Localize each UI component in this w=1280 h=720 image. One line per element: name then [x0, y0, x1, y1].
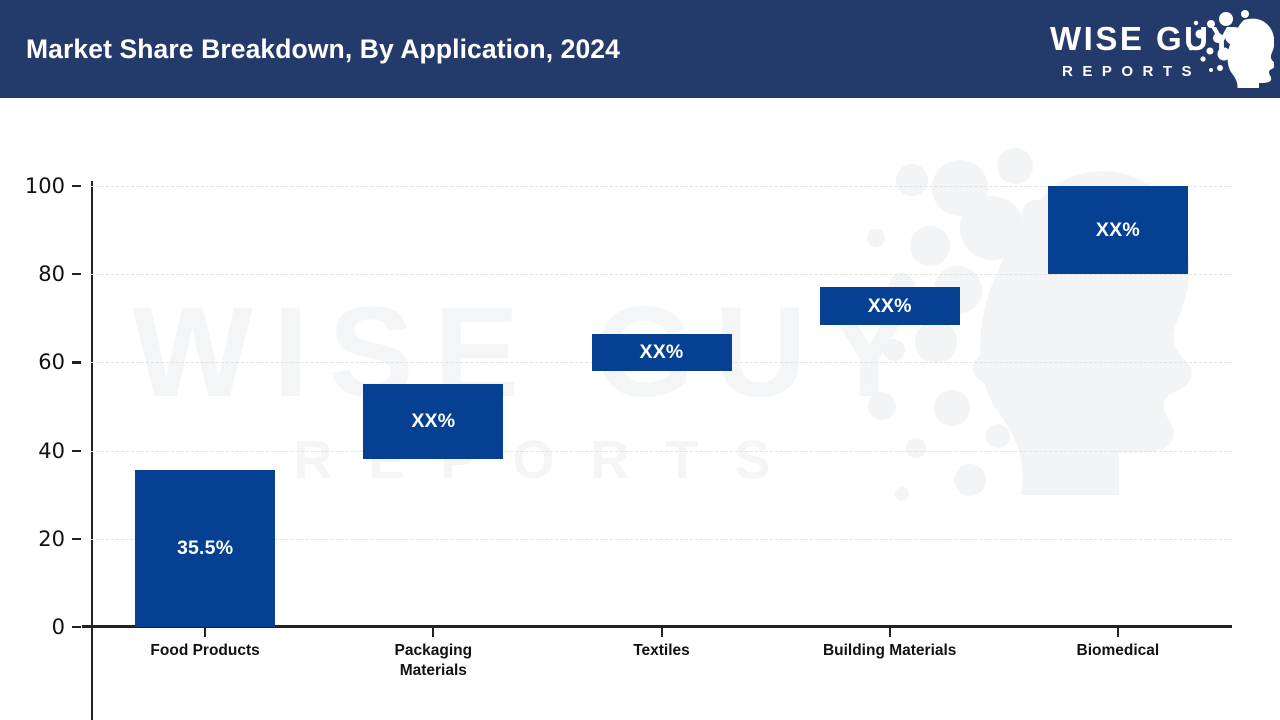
x-tick-label: Food Products	[150, 642, 260, 659]
brand-logo: WISE GUY REPORTS	[1034, 0, 1274, 98]
plot-region: 35.5% XX% XX% XX% XX%	[91, 186, 1232, 627]
y-tick-mark	[72, 449, 81, 452]
x-tick-mark	[888, 627, 891, 637]
x-tick-mark	[432, 627, 435, 637]
bar-textiles[interactable]: XX%	[591, 333, 732, 372]
svg-text:REPORTS: REPORTS	[1062, 63, 1201, 80]
x-tick-label: Packaging Materials	[394, 642, 473, 679]
x-tick-mark	[660, 627, 663, 637]
page-title: Market Share Breakdown, By Application, …	[26, 33, 620, 64]
bar-building-materials[interactable]: XX%	[819, 287, 960, 325]
x-tick-mark	[204, 627, 207, 637]
bar-food-products[interactable]: 35.5%	[135, 470, 276, 627]
gridline	[91, 450, 1232, 452]
bar-biomedical[interactable]: XX%	[1047, 186, 1188, 275]
svg-text:WISE GUY: WISE GUY	[1050, 20, 1235, 57]
wise-guy-reports-logo-icon: WISE GUY REPORTS	[1050, 10, 1274, 88]
page-header: Market Share Breakdown, By Application, …	[0, 0, 1280, 98]
bar-value-label: XX%	[867, 294, 912, 317]
y-tick-mark	[72, 273, 81, 276]
y-tick-label: 40	[38, 438, 65, 463]
y-tick-label: 0	[51, 615, 65, 639]
x-tick-label: Textiles	[633, 642, 690, 659]
bar-packaging-materials[interactable]: XX%	[363, 384, 504, 460]
bar-value-label: XX%	[411, 410, 456, 433]
y-tick-mark	[72, 537, 81, 540]
gridline	[91, 186, 1232, 187]
bar-value-label: 35.5%	[176, 537, 234, 560]
gridline	[91, 538, 1232, 540]
y-tick-mark	[72, 626, 81, 629]
y-tick-mark	[72, 185, 81, 188]
chart-canvas: WISE GUY REPORTS	[0, 98, 1280, 720]
bar-value-label: XX%	[1095, 218, 1140, 241]
y-tick-mark	[72, 361, 81, 364]
x-tick-mark	[1116, 627, 1120, 637]
x-axis-spine	[82, 625, 1232, 628]
y-tick-label: 60	[38, 350, 65, 375]
bar-value-label: XX%	[639, 340, 684, 363]
x-tick-label: Building Materials	[822, 642, 957, 659]
y-tick-label: 80	[38, 262, 65, 287]
y-tick-label: 100	[24, 174, 65, 198]
y-axis-ticks: 0 20 40 60 80 100	[0, 174, 81, 639]
y-axis-spine	[91, 181, 94, 720]
x-tick-label: Biomedical	[1076, 642, 1160, 659]
y-tick-label: 20	[38, 526, 65, 551]
gridline	[91, 274, 1232, 276]
